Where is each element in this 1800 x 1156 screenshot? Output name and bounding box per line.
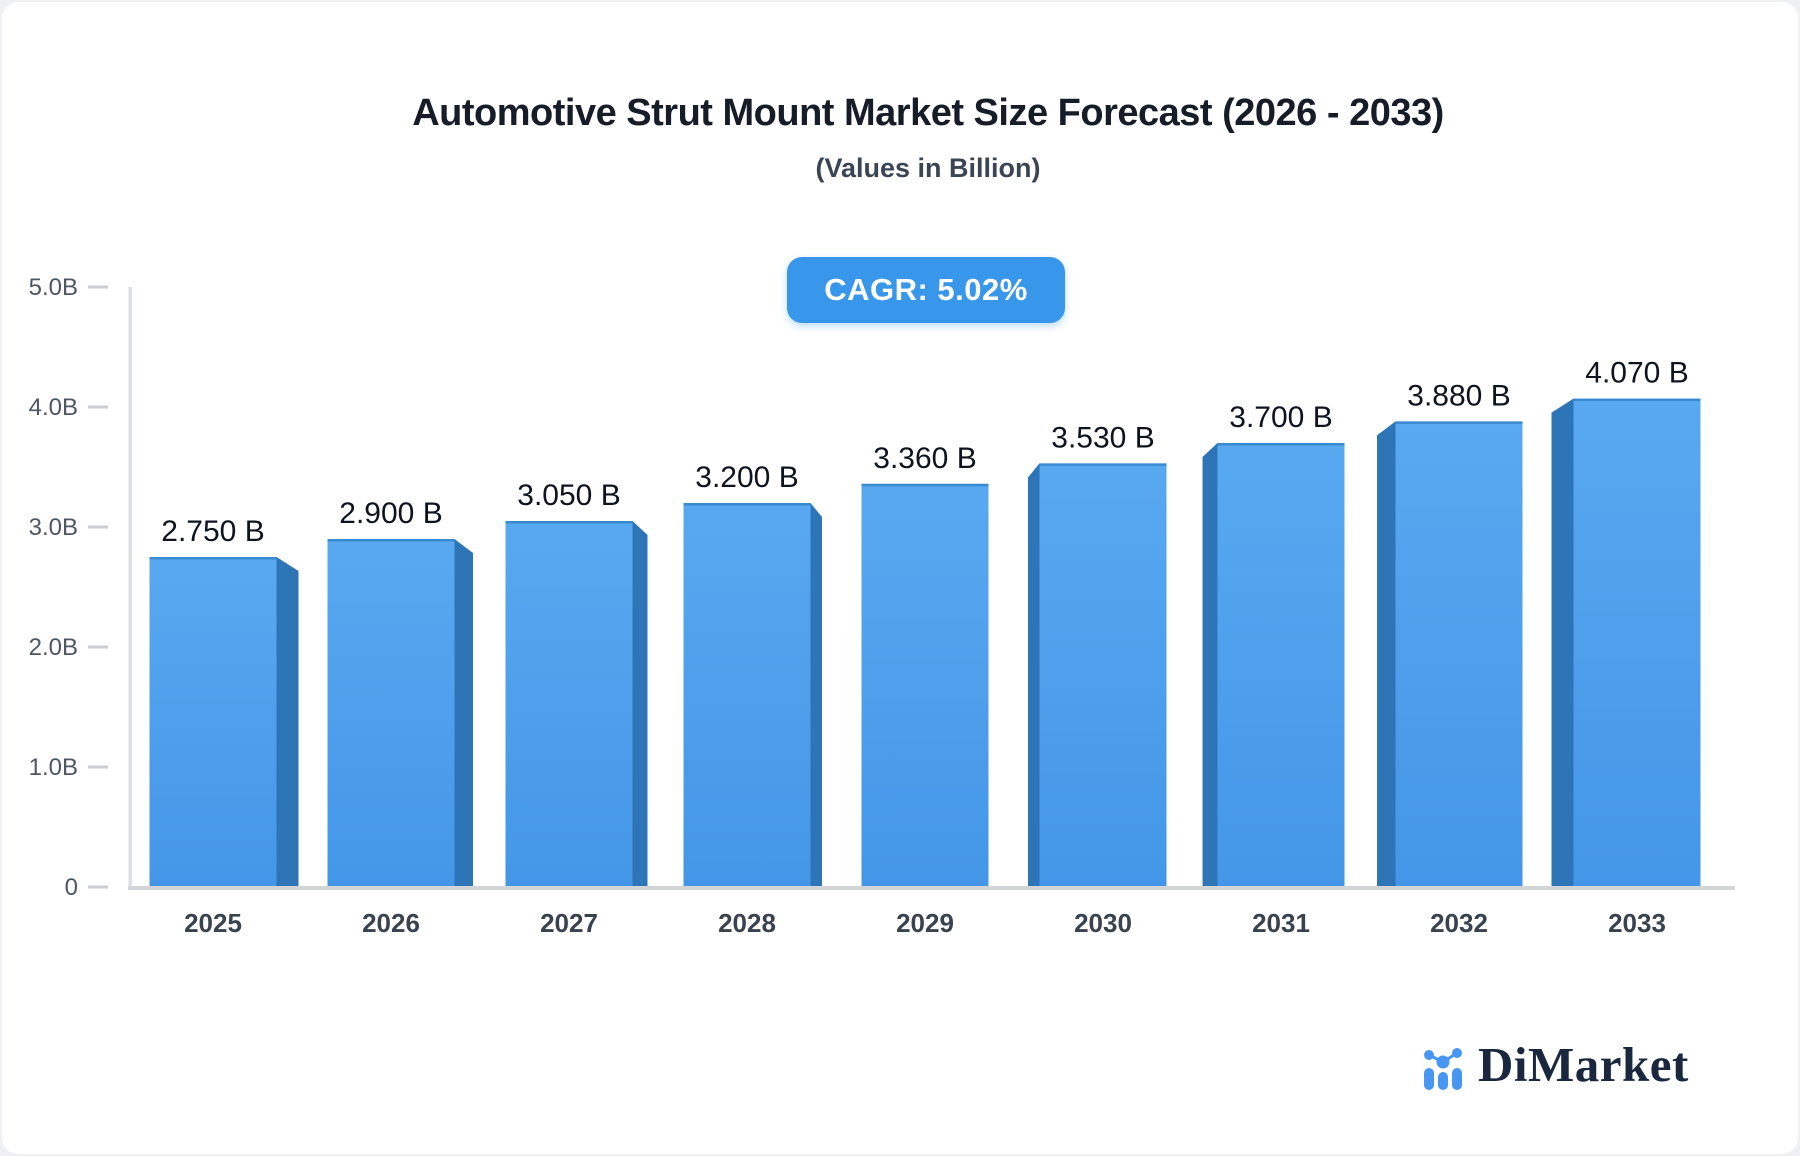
x-tick-label: 2030 [1074,908,1132,938]
bar-value-label: 3.200 B [695,461,798,494]
bar-value-label: 4.070 B [1585,357,1688,390]
bar [683,503,811,887]
chart-subtitle: (Values in Billion) [815,153,1041,183]
y-tick-label: 0 [65,874,78,901]
y-tick-mark [88,645,108,649]
bar-top-edge [1217,443,1345,446]
bar-side-face [1028,463,1040,887]
logo: DiMarket [1418,1036,1689,1090]
bar-value-label: 2.750 B [161,515,264,548]
bar [1217,443,1345,887]
bar [1039,463,1167,887]
bar-top-edge [1395,421,1523,424]
y-tick-mark [88,885,108,889]
y-tick-mark [88,405,108,409]
x-axis-line [128,886,1735,890]
bar-side-face [1202,443,1218,887]
bar-side-face [1551,398,1574,887]
x-tick-label: 2031 [1252,908,1310,938]
bar-value-label: 3.530 B [1051,421,1154,454]
y-tick-mark [88,765,108,769]
bar-top-edge [1573,398,1701,402]
bar-value-label: 3.700 B [1229,401,1332,434]
y-tick-label: 4.0B [29,394,78,421]
bar-side-face [1377,421,1396,887]
x-tick-label: 2033 [1608,908,1666,938]
cagr-badge: CAGR: 5.02% [787,257,1065,323]
bar [149,557,277,887]
y-tick-mark [88,525,108,529]
bar [327,539,455,887]
dimarket-chart-icon [1424,1048,1462,1090]
x-tick-label: 2025 [184,908,242,938]
bar-side-face [454,539,473,887]
y-tick-label: 5.0B [29,274,78,301]
bar [505,521,633,887]
logo-text: DiMarket [1478,1036,1689,1092]
x-tick-label: 2026 [362,908,420,938]
y-tick-mark [88,285,108,289]
bar-value-label: 2.900 B [339,497,442,530]
bar-top-edge [861,483,989,487]
y-axis-line [128,287,132,889]
bar-value-label: 3.050 B [517,479,620,512]
bar-side-face [632,521,648,887]
y-tick-label: 2.0B [29,634,78,661]
bar-side-face [276,557,299,887]
y-tick-label: 3.0B [29,514,78,541]
bar-value-label: 3.880 B [1407,379,1510,412]
bar [861,483,989,887]
x-tick-label: 2029 [896,908,954,938]
bar-top-edge [683,503,811,506]
x-tick-label: 2032 [1430,908,1488,938]
x-tick-label: 2028 [718,908,776,938]
bar [1573,398,1701,887]
chart-header: Automotive Strut Mount Market Size Forec… [56,92,1800,184]
x-tick-label: 2027 [540,908,598,938]
bar [1395,421,1523,887]
y-tick-label: 1.0B [29,754,78,781]
bar-side-face [810,503,822,887]
bar-value-label: 3.360 B [873,442,976,475]
bar-top-edge [327,539,455,542]
bar-top-edge [1039,463,1167,466]
chart-title: Automotive Strut Mount Market Size Forec… [412,92,1444,134]
bar-top-edge [149,557,277,560]
bar-top-edge [505,521,633,524]
